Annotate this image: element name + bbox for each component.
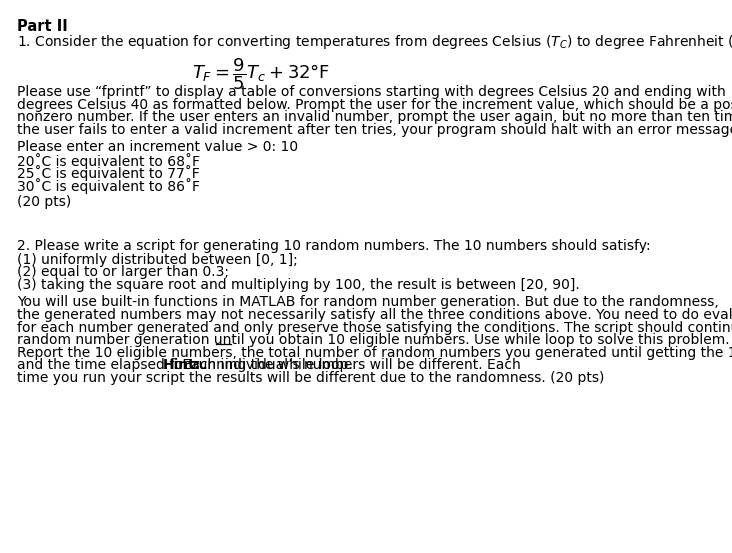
Text: (3) taking the square root and multiplying by 100, the result is between [20, 90: (3) taking the square root and multiplyi… bbox=[17, 278, 580, 292]
Text: and the time elapsed for running the while loop.: and the time elapsed for running the whi… bbox=[17, 358, 357, 373]
Text: (20 pts): (20 pts) bbox=[17, 195, 71, 209]
Text: for each number generated and only preserve those satisfying the conditions. The: for each number generated and only prese… bbox=[17, 321, 732, 335]
Text: You will use built-in functions in MATLAB for random number generation. But due : You will use built-in functions in MATLA… bbox=[17, 295, 719, 309]
Text: (2) equal to or larger than 0.3;: (2) equal to or larger than 0.3; bbox=[17, 265, 229, 279]
Text: (1) uniformly distributed between [0, 1];: (1) uniformly distributed between [0, 1]… bbox=[17, 253, 298, 267]
Text: 1. Consider the equation for converting temperatures from degrees Celsius ($T_C$: 1. Consider the equation for converting … bbox=[17, 33, 732, 51]
Text: $T_F = \dfrac{9}{5}T_c + 32°\mathrm{F}$: $T_F = \dfrac{9}{5}T_c + 32°\mathrm{F}$ bbox=[193, 56, 330, 92]
Text: nonzero number. If the user enters an invalid number, prompt the user again, but: nonzero number. If the user enters an in… bbox=[17, 111, 732, 124]
Text: Please enter an increment value > 0: 10: Please enter an increment value > 0: 10 bbox=[17, 140, 298, 154]
Text: time you run your script the results will be different due to the randomness. (2: time you run your script the results wil… bbox=[17, 371, 605, 385]
Text: 20˚C is equivalent to 68˚F: 20˚C is equivalent to 68˚F bbox=[17, 153, 200, 169]
Text: degrees Celsius 40 as formatted below. Prompt the user for the increment value, : degrees Celsius 40 as formatted below. P… bbox=[17, 98, 732, 112]
Text: Please use “fprintf” to display a table of conversions starting with degrees Cel: Please use “fprintf” to display a table … bbox=[17, 85, 725, 99]
Text: Hint:: Hint: bbox=[163, 358, 201, 373]
Text: random number generation until you obtain 10 eligible numbers. Use while loop to: random number generation until you obtai… bbox=[17, 333, 730, 347]
Text: 30˚C is equivalent to 86˚F: 30˚C is equivalent to 86˚F bbox=[17, 178, 200, 194]
Text: Report the 10 eligible numbers, the total number of random numbers you generated: Report the 10 eligible numbers, the tota… bbox=[17, 346, 732, 360]
Text: the generated numbers may not necessarily satisfy all the three conditions above: the generated numbers may not necessaril… bbox=[17, 308, 732, 322]
Text: the user fails to enter a valid increment after ten tries, your program should h: the user fails to enter a valid incremen… bbox=[17, 123, 732, 137]
Text: 25˚C is equivalent to 77˚F: 25˚C is equivalent to 77˚F bbox=[17, 165, 200, 181]
Text: 2. Please write a script for generating 10 random numbers. The 10 numbers should: 2. Please write a script for generating … bbox=[17, 239, 651, 253]
Text: Each individual’s numbers will be different. Each: Each individual’s numbers will be differ… bbox=[178, 358, 520, 373]
Text: Part II: Part II bbox=[17, 19, 68, 34]
